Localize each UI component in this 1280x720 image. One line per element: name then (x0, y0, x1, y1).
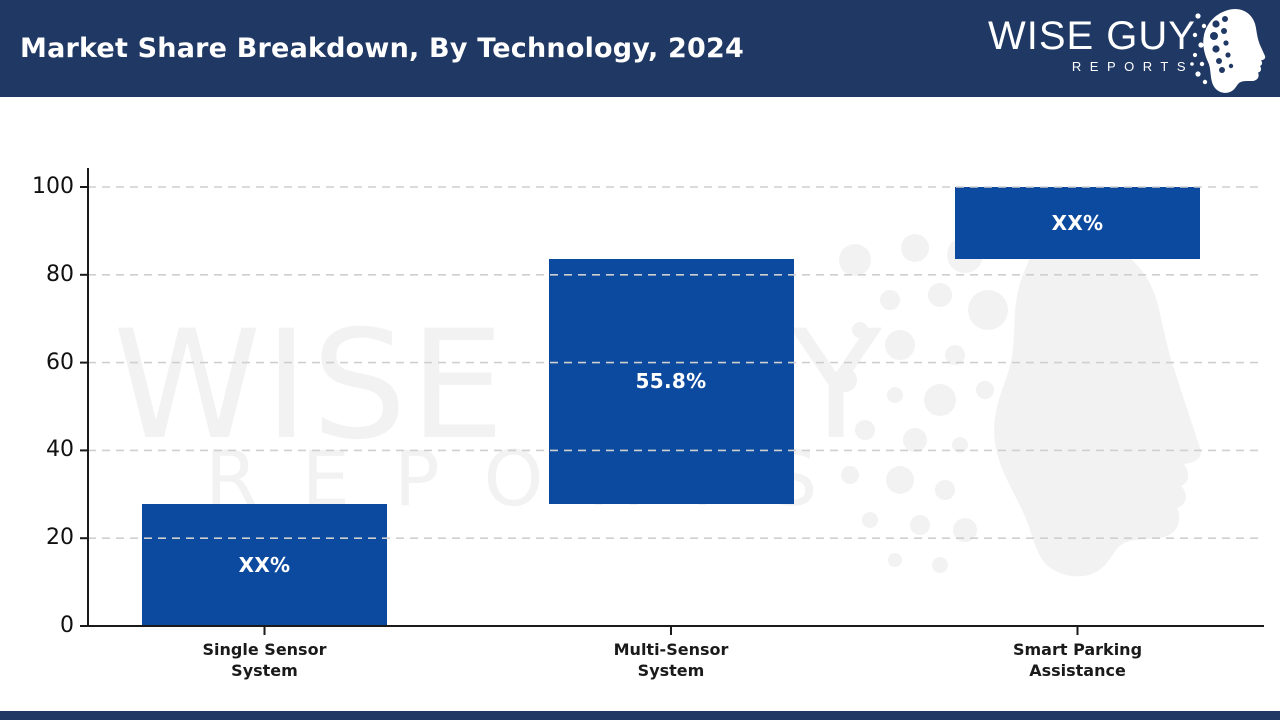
bar-0: XX% (142, 503, 387, 626)
x-category-label: Single Sensor System (202, 640, 327, 680)
y-tick-label: 80 (46, 261, 74, 287)
logo-subtext: REPORTS (1071, 59, 1194, 74)
x-category-label: Smart Parking Assistance (1012, 640, 1143, 680)
bar-value-label: XX% (1051, 210, 1104, 235)
wise-guy-reports-logo: WISE GUY REPORTS (988, 0, 1268, 97)
logo-text: WISE GUY REPORTS (988, 14, 1196, 74)
y-tick-label: 100 (32, 174, 74, 199)
y-tick-label: 0 (60, 613, 74, 638)
y-axis-line (87, 168, 89, 626)
bar-value-label: XX% (238, 552, 291, 577)
bar-value-label: 55.8% (635, 369, 707, 394)
bar-1: 55.8% (548, 258, 794, 504)
header-bar: Market Share Breakdown, By Technology, 2… (0, 0, 1280, 97)
logo-wordmark: WISE GUY (987, 14, 1196, 58)
y-tick-label: 40 (46, 437, 74, 463)
y-tick-label: 20 (46, 525, 74, 551)
y-tick-label: 60 (46, 349, 74, 375)
footer-bar (0, 711, 1280, 720)
x-axis-line (87, 625, 1264, 627)
logo-face-icon (1190, 8, 1266, 93)
x-category-label: Multi-Sensor System (613, 640, 729, 680)
chart-area: WISE GUY REPORTS XX% 55.8% XX% 0 20 40 60 80 10… (0, 97, 1280, 711)
chart-title: Market Share Breakdown, By Technology, 2… (20, 33, 745, 64)
